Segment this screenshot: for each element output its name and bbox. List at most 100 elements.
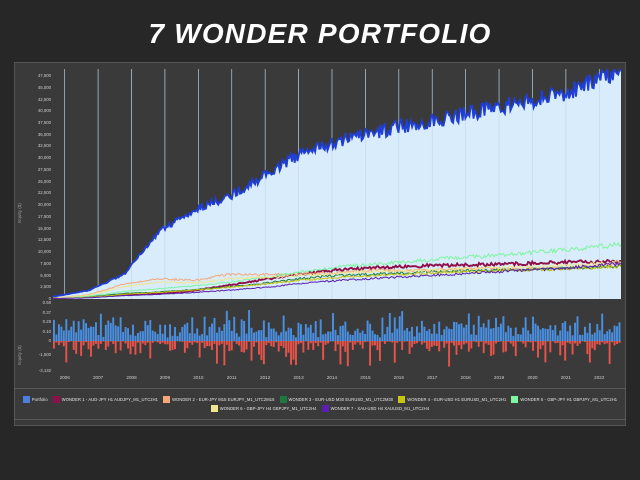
volume-bar: [537, 325, 539, 341]
volume-bar: [611, 332, 614, 341]
series-line: [53, 261, 621, 299]
legend-item[interactable]: WONDER 7 - XAU-USD H4 XAUUSD_M1_UTC2H4: [321, 405, 430, 412]
volume-bar: [465, 324, 468, 341]
legend-label: WONDER 1 - AUD-JPY H1 AUDJPY_M1_UTC2H1: [61, 397, 159, 402]
y-axis-tick: 25,000: [37, 178, 51, 184]
drawdown-bar: [87, 341, 90, 350]
drawdown-bar: [299, 341, 302, 344]
volume-bar: [346, 331, 349, 341]
drawdown-bar: [480, 341, 483, 342]
volume-bar: [529, 333, 532, 341]
volume-bar: [423, 326, 426, 341]
volume-bar: [541, 328, 544, 341]
y-axis-tick: 22,500: [37, 190, 51, 196]
volume-bar: [57, 324, 60, 341]
drawdown-bar: [191, 341, 194, 345]
equity-curve-plot[interactable]: [53, 69, 621, 299]
drawdown-bar: [238, 341, 241, 346]
legend-item[interactable]: Portfolio: [22, 396, 48, 403]
drawdown-bar: [156, 341, 159, 343]
volume-drawdown-plot[interactable]: [53, 303, 621, 371]
drawdown-bar: [593, 341, 596, 351]
x-axis-tick: 2013: [293, 375, 304, 380]
volume-bar: [398, 316, 401, 341]
volume-bar: [253, 332, 255, 341]
legend-item[interactable]: WONDER 4 - EUR-USD H1 EURUSD_M1_UTC2H1: [398, 396, 506, 403]
volume-bar: [337, 335, 339, 341]
volume-bar: [576, 316, 579, 341]
volume-bar: [176, 336, 179, 341]
volume-bar: [319, 319, 322, 341]
legend-item[interactable]: WONDER 3 - EUR-USD M30 EURUSD_M1_UTC2M30: [279, 396, 394, 403]
drawdown-bar: [383, 341, 386, 344]
drawdown-bar: [588, 341, 591, 363]
drawdown-bar: [482, 341, 485, 354]
drawdown-bar: [107, 341, 110, 347]
volume-bar: [450, 329, 453, 341]
volume-bar: [492, 328, 495, 341]
volume-bar: [285, 331, 288, 341]
drawdown-bar: [119, 341, 122, 351]
drawdown-bar: [485, 341, 488, 344]
main-y-axis: 0 2,500 5,000 7,500 10,000 12,500 15,000 17,500…: [15, 69, 51, 301]
drawdown-bar: [475, 341, 478, 343]
drawdown-bar: [292, 341, 295, 360]
y-axis-tick: 20,000: [37, 202, 51, 208]
y-axis-tick: 2,500: [40, 284, 51, 290]
volume-bar: [114, 325, 117, 341]
volume-bar: [388, 312, 391, 341]
legend-label: WONDER 6 - GBP-JPY H4 GBPJPY_M1_UTC2H4: [219, 406, 317, 411]
drawdown-bar: [240, 341, 243, 352]
drawdown-bar: [136, 341, 139, 343]
volume-bar: [156, 334, 159, 341]
drawdown-bar: [364, 341, 367, 343]
drawdown-bar: [225, 341, 228, 345]
volume-bar: [186, 322, 189, 341]
drawdown-bar: [462, 341, 465, 345]
volume-bar: [519, 334, 522, 341]
drawdown-bar: [507, 341, 510, 342]
volume-bar: [544, 328, 547, 341]
series-line: [53, 258, 621, 299]
drawdown-bar: [55, 341, 58, 343]
drawdown-bar: [517, 341, 520, 342]
volume-bar: [72, 320, 75, 341]
drawdown-bar: [339, 341, 342, 365]
volume-bar: [124, 327, 127, 341]
legend-item[interactable]: WONDER 6 - GBP-JPY H4 GBPJPY_M1_UTC2H4: [210, 405, 317, 412]
x-axis-tick: 2009: [159, 375, 171, 380]
drawdown-bar: [569, 341, 572, 344]
volume-bar: [403, 330, 406, 341]
drawdown-bar: [112, 341, 115, 345]
legend-color-swatch: [398, 396, 406, 403]
drawdown-bar: [608, 341, 611, 365]
volume-bar: [453, 321, 455, 341]
drawdown-bar: [561, 341, 564, 346]
drawdown-bar: [149, 341, 152, 359]
volume-y-tick: 0.28: [42, 319, 51, 324]
legend-item[interactable]: WONDER 1 - AUD-JPY H1 AUDJPY_M1_UTC2H1: [52, 396, 159, 403]
volume-bar: [329, 331, 332, 341]
drawdown-bar: [134, 341, 137, 355]
volume-bar: [75, 332, 78, 341]
legend-item[interactable]: WONDER 2 - EUR-JPY M15 EURJPY_M1_UTC2M15: [163, 396, 274, 403]
drawdown-bar: [596, 341, 599, 345]
volume-bar: [92, 326, 95, 341]
volume-bar: [250, 327, 253, 341]
volume-bar: [245, 333, 248, 341]
volume-bar: [507, 325, 510, 341]
drawdown-bar: [60, 341, 63, 343]
volume-bar: [364, 333, 367, 341]
volume-bar: [146, 325, 149, 341]
volume-bar: [235, 333, 238, 341]
volume-bar: [487, 319, 490, 341]
drawdown-bar: [512, 341, 515, 347]
volume-bar: [601, 313, 604, 341]
drawdown-bar: [579, 341, 581, 344]
volume-bar: [164, 324, 167, 341]
drawdown-bar: [420, 341, 423, 345]
volume-bar: [70, 326, 73, 341]
legend-item[interactable]: WONDER 5 - GBP-JPY H1 GBPJPY_M1_UTC2H1: [511, 396, 617, 403]
volume-bar: [171, 335, 174, 341]
volume-bar: [443, 329, 446, 341]
